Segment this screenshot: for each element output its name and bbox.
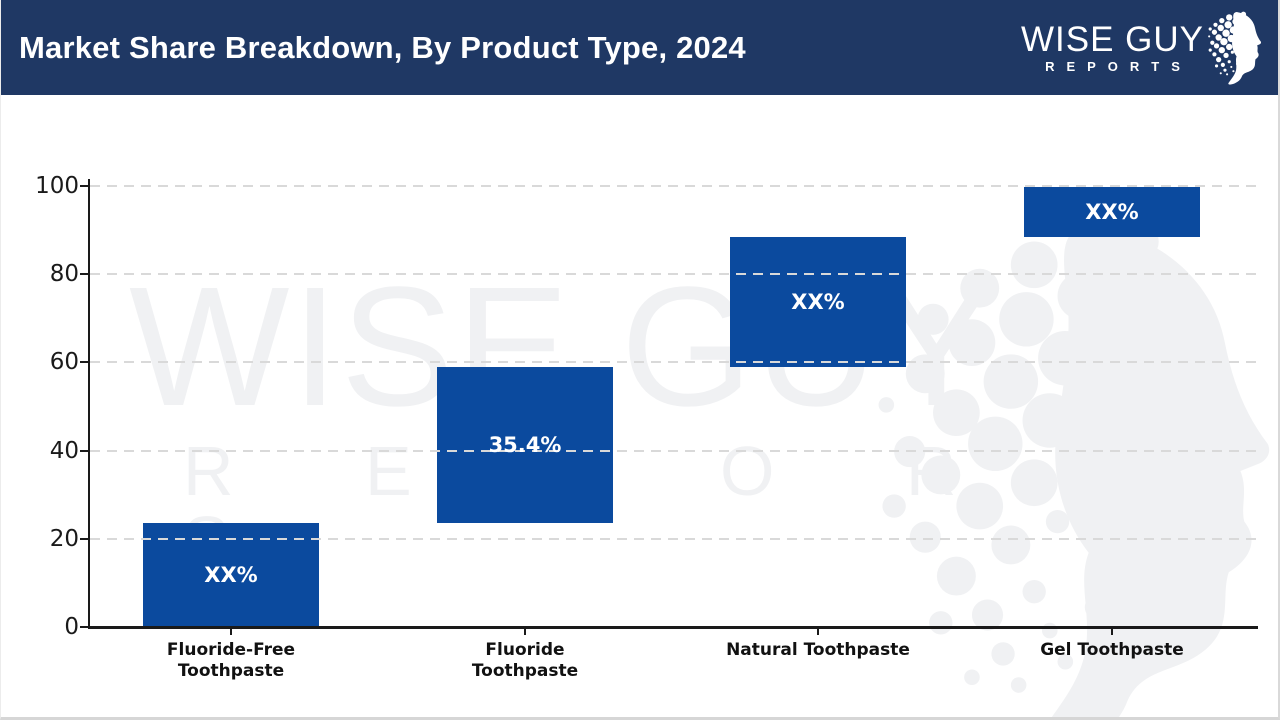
y-tick-mark [80, 449, 88, 452]
gridline [90, 185, 1257, 187]
brand-face-icon [1206, 11, 1264, 85]
x-tick-label-line: Natural Toothpaste [726, 640, 910, 660]
x-tick-mark [230, 628, 232, 635]
x-tick-label-line: Fluoride-Free [166, 640, 296, 660]
y-tick-mark [80, 537, 88, 540]
y-tick-mark [80, 185, 88, 187]
x-tick-label-line: Toothpaste [177, 661, 285, 681]
brand-subname: REPORTS [1045, 59, 1192, 74]
page-title: Market Share Breakdown, By Product Type,… [19, 29, 746, 65]
y-tick-mark [80, 273, 88, 276]
bar-value-label: XX% [791, 289, 845, 314]
y-tick-label: 0 [64, 614, 79, 640]
x-tick-label: Gel Toothpaste [962, 640, 1262, 661]
x-tick-mark [1111, 628, 1113, 635]
bar [143, 522, 319, 627]
x-tick-label-line: Fluoride [485, 640, 565, 660]
y-tick-label: 20 [49, 525, 79, 552]
x-tick-label-line: Gel Toothpaste [1040, 640, 1184, 660]
brand-logo: WISE GUY REPORTS [1021, 11, 1264, 85]
bar [437, 366, 613, 523]
x-tick-mark [524, 628, 526, 635]
x-tick-label: Fluoride-Free Toothpaste [81, 640, 381, 682]
y-tick-mark [80, 626, 88, 628]
y-tick-label: 60 [49, 349, 79, 376]
x-axis-line [88, 626, 1258, 629]
y-tick-label: 80 [49, 261, 79, 288]
bar-value-label: XX% [1085, 200, 1139, 225]
gridline [90, 361, 1257, 364]
bar [730, 237, 906, 367]
y-tick-mark [80, 361, 88, 364]
brand-name: WISE GUY [1020, 20, 1204, 59]
header-banner: Market Share Breakdown, By Product Type,… [1, 0, 1278, 95]
x-tick-mark [817, 628, 819, 635]
brand-logo-text: WISE GUY REPORTS [1021, 22, 1204, 73]
bar-value-label: 35.4% [488, 432, 562, 457]
gridline [90, 537, 1257, 540]
x-tick-label: Natural Toothpaste [668, 640, 968, 661]
gridline [90, 273, 1257, 276]
gridline [90, 449, 1257, 452]
y-axis-line [88, 179, 90, 628]
y-tick-label: 40 [49, 437, 79, 464]
x-tick-label-line: Toothpaste [471, 661, 579, 681]
x-tick-label: Fluoride Toothpaste [375, 640, 675, 682]
bar [1024, 186, 1200, 238]
y-tick-label: 100 [35, 173, 79, 199]
bar-value-label: XX% [204, 562, 258, 587]
